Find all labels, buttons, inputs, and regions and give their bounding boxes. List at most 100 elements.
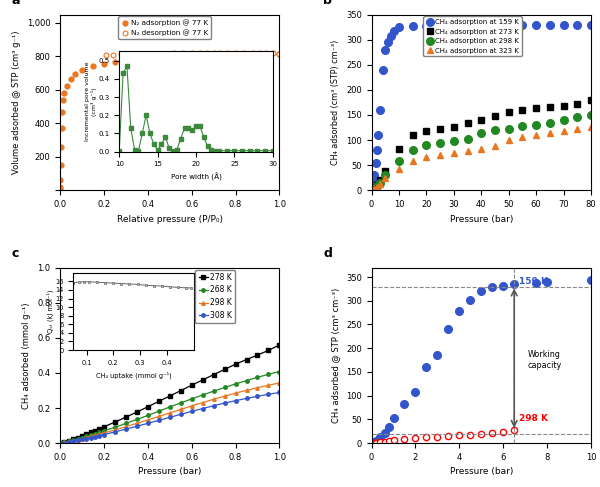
CH₄ adsorption at 159 K — [464, 22, 471, 28]
308 K — [70, 438, 77, 444]
268 K — [276, 369, 283, 375]
Legend: CH₄ adsorption at 159 K, CH₄ adsorption at 273 K, CH₄ adsorption at 298 K, CH₄ a: CH₄ adsorption at 159 K, CH₄ adsorption … — [424, 17, 522, 56]
298 K — [276, 380, 283, 386]
Line: CH₄ adsorption at 298 K: CH₄ adsorption at 298 K — [368, 111, 595, 194]
298 K — [188, 403, 195, 409]
298 K — [100, 430, 107, 436]
278 K — [254, 352, 261, 358]
Text: 159 K: 159 K — [518, 277, 548, 286]
308 K — [65, 439, 73, 445]
N₂ desorption @ 77 K — [197, 50, 204, 56]
268 K — [96, 430, 103, 435]
CH₄ adsorption at 273 K — [560, 103, 567, 109]
CH₄ adsorption at 273 K — [423, 128, 430, 134]
Line: 298 K: 298 K — [58, 381, 281, 445]
CH₄ adsorption at 273 K — [376, 177, 383, 183]
268 K — [210, 388, 217, 394]
308 K — [199, 406, 206, 412]
Y-axis label: Volume adsorbed @ STP (cm³ g⁻¹): Volume adsorbed @ STP (cm³ g⁻¹) — [12, 31, 21, 174]
308 K — [61, 440, 68, 446]
268 K — [100, 428, 107, 434]
CH₄ adsorption at 159 K — [390, 28, 397, 34]
CH₄ adsorption at 159 K — [533, 22, 540, 28]
N₂ adsorption @ 77 K — [59, 109, 66, 114]
308 K — [133, 423, 140, 429]
CH₄ adsorption at 298 K — [373, 183, 380, 189]
278 K — [188, 382, 195, 388]
CH₄ adsorption at 159 K — [370, 177, 377, 183]
Text: b: b — [323, 0, 332, 7]
268 K — [155, 408, 163, 414]
N₂ adsorption @ 77 K — [111, 59, 118, 65]
CH₄ adsorption at 323 K — [491, 143, 499, 149]
268 K — [74, 436, 81, 442]
CH₄ adsorption at 323 K — [505, 137, 512, 143]
CH₄ adsorption at 323 K — [373, 184, 380, 190]
N₂ adsorption @ 77 K — [122, 58, 130, 64]
308 K — [122, 426, 130, 432]
X-axis label: Pressure (bar): Pressure (bar) — [449, 215, 513, 224]
CH₄ adsorption at 273 K — [546, 105, 553, 111]
CH₄ adsorption at 159 K — [376, 107, 383, 113]
298 K — [87, 433, 94, 439]
308 K — [87, 434, 94, 440]
CH₄ adsorption at 323 K — [370, 187, 377, 193]
CH₄ adsorption at 159 K — [382, 47, 389, 53]
CH₄ adsorption at 323 K — [369, 187, 376, 193]
CH₄ adsorption at 323 K — [437, 152, 444, 158]
298 K — [166, 410, 173, 416]
CH₄ adsorption at 159 K — [387, 33, 394, 38]
CH₄ adsorption at 323 K — [587, 124, 595, 130]
N₂ adsorption @ 77 K — [89, 63, 97, 69]
308 K — [79, 436, 86, 442]
CH₄ adsorption at 298 K — [560, 117, 567, 123]
Line: CH₄ adsorption at 159 K: CH₄ adsorption at 159 K — [368, 21, 595, 193]
CH₄ adsorption at 159 K — [450, 22, 457, 28]
268 K — [92, 431, 99, 437]
278 K — [96, 426, 103, 431]
CH₄ adsorption at 159 K — [369, 185, 376, 191]
CH₄ adsorption at 323 K — [464, 148, 471, 154]
X-axis label: Pressure (bar): Pressure (bar) — [138, 468, 202, 476]
268 K — [199, 392, 206, 398]
Text: a: a — [12, 0, 20, 7]
268 K — [254, 375, 261, 380]
298 K — [83, 435, 90, 441]
308 K — [243, 395, 250, 401]
Line: 268 K: 268 K — [58, 370, 281, 445]
278 K — [100, 424, 107, 430]
268 K — [56, 440, 64, 446]
N₂ adsorption @ 77 K — [177, 55, 184, 61]
CH₄ adsorption at 273 K — [369, 187, 376, 193]
CH₄ adsorption at 273 K — [450, 124, 457, 130]
Y-axis label: CH₄ adsorbed (cm³ (STP) cm⁻³): CH₄ adsorbed (cm³ (STP) cm⁻³) — [331, 40, 340, 165]
N₂ desorption @ 77 K — [144, 51, 151, 57]
CH₄ adsorption at 298 K — [437, 140, 444, 146]
CH₄ adsorption at 159 K — [379, 67, 386, 73]
298 K — [243, 387, 250, 393]
N₂ adsorption @ 77 K — [58, 126, 65, 131]
N₂ desorption @ 77 K — [263, 50, 270, 56]
308 K — [166, 414, 173, 420]
CH₄ adsorption at 273 K — [478, 117, 485, 123]
278 K — [144, 404, 151, 410]
CH₄ adsorption at 273 K — [370, 187, 377, 192]
CH₄ adsorption at 159 K — [587, 22, 595, 28]
N₂ adsorption @ 77 K — [56, 187, 64, 192]
N₂ adsorption @ 77 K — [63, 83, 70, 89]
278 K — [210, 372, 217, 377]
CH₄ adsorption at 323 K — [574, 126, 581, 132]
N₂ desorption @ 77 K — [232, 50, 239, 56]
CH₄ adsorption at 323 K — [423, 154, 430, 160]
268 K — [61, 439, 68, 445]
CH₄ adsorption at 298 K — [587, 112, 595, 118]
298 K — [155, 413, 163, 419]
N₂ adsorption @ 77 K — [155, 56, 163, 62]
298 K — [74, 437, 81, 443]
Line: CH₄ adsorption at 273 K: CH₄ adsorption at 273 K — [370, 97, 594, 192]
N₂ adsorption @ 77 K — [67, 76, 74, 82]
CH₄ adsorption at 323 K — [519, 134, 526, 140]
278 K — [92, 428, 99, 433]
278 K — [199, 377, 206, 383]
268 K — [188, 396, 195, 402]
